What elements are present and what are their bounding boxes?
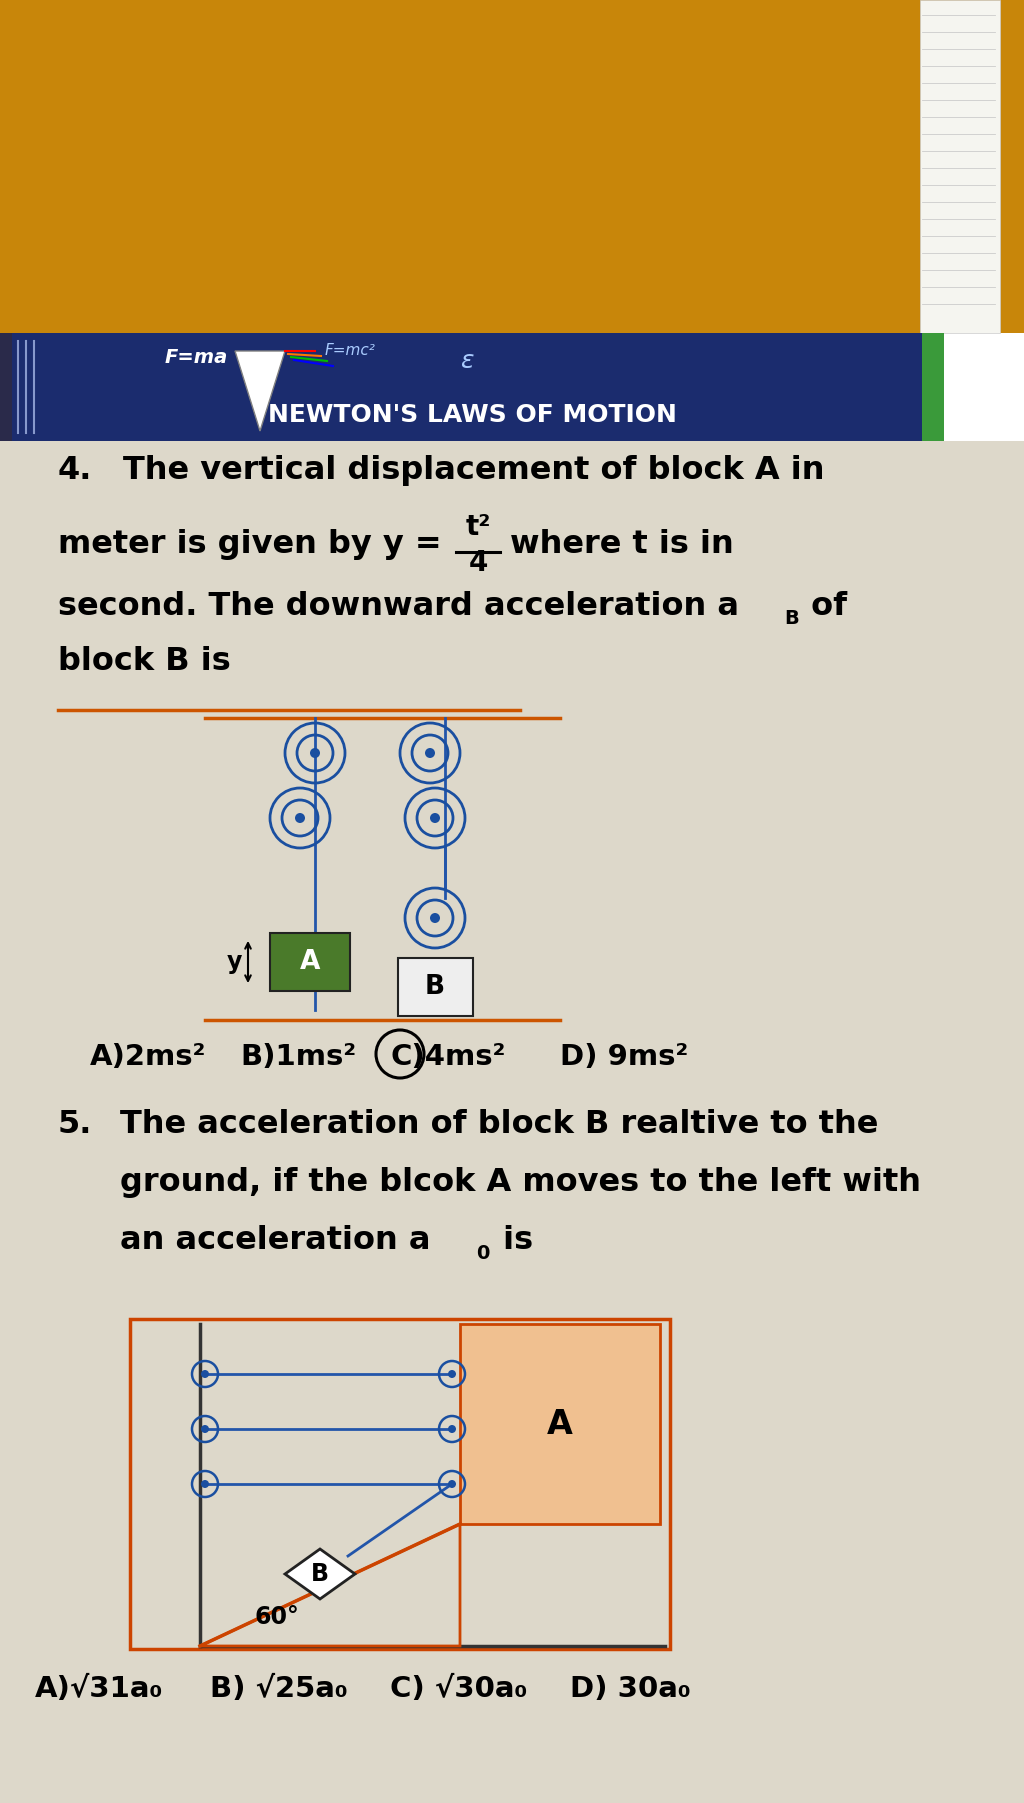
Bar [0,334,12,442]
Text: C)4ms²: C)4ms² [390,1042,506,1071]
Text: where t is in: where t is in [510,528,734,561]
FancyBboxPatch shape [398,957,473,1017]
Bar [130,1320,670,1650]
Text: The acceleration of block B realtive to the: The acceleration of block B realtive to … [120,1109,879,1139]
Bar [0,334,944,442]
Circle shape [201,1370,209,1377]
Text: B: B [311,1561,329,1587]
Text: t²: t² [465,514,490,541]
Text: A: A [547,1408,573,1441]
Text: 4: 4 [468,548,487,577]
Circle shape [449,1370,456,1377]
Text: B)1ms²: B)1ms² [240,1042,356,1071]
Text: 0: 0 [476,1244,489,1262]
Polygon shape [234,352,285,431]
Text: an acceleration a: an acceleration a [120,1224,430,1257]
Circle shape [430,813,440,822]
Text: ε: ε [460,350,473,373]
Text: B) √25a₀: B) √25a₀ [210,1675,347,1704]
Text: A: A [300,948,321,975]
Circle shape [449,1424,456,1433]
Polygon shape [200,1524,460,1646]
Bar [922,334,944,442]
Bar [920,0,1000,334]
Text: block B is: block B is [58,645,230,676]
Text: A)√31a₀: A)√31a₀ [35,1675,163,1704]
Text: B: B [784,609,799,627]
Circle shape [425,748,435,757]
Polygon shape [285,1549,355,1599]
Circle shape [201,1424,209,1433]
Text: is: is [492,1224,534,1257]
Circle shape [430,912,440,923]
Text: 60°: 60° [255,1605,300,1628]
Text: y: y [226,950,242,974]
Text: ground, if the blcok A moves to the left with: ground, if the blcok A moves to the left… [120,1167,921,1197]
Text: of: of [800,591,847,622]
Text: C) √30a₀: C) √30a₀ [390,1675,527,1704]
Text: The vertical displacement of block A in: The vertical displacement of block A in [123,454,824,487]
Text: D) 30a₀: D) 30a₀ [570,1675,690,1704]
Text: A)2ms²: A)2ms² [90,1042,207,1071]
Circle shape [201,1480,209,1487]
FancyBboxPatch shape [460,1323,660,1524]
Bar [0,0,1024,334]
Text: F=ma: F=ma [165,348,228,368]
Circle shape [310,748,319,757]
Text: D) 9ms²: D) 9ms² [560,1042,688,1071]
Text: 4.: 4. [58,454,92,487]
FancyBboxPatch shape [270,932,350,992]
Text: 5.: 5. [58,1109,92,1139]
Text: NEWTON'S LAWS OF MOTION: NEWTON'S LAWS OF MOTION [267,404,677,427]
Text: F=mc²: F=mc² [325,343,376,359]
Circle shape [295,813,305,822]
Text: second. The downward acceleration a: second. The downward acceleration a [58,591,739,622]
Bar [0,442,1024,1803]
Text: meter is given by y =: meter is given by y = [58,528,441,561]
Circle shape [449,1480,456,1487]
Text: B: B [425,974,445,1001]
